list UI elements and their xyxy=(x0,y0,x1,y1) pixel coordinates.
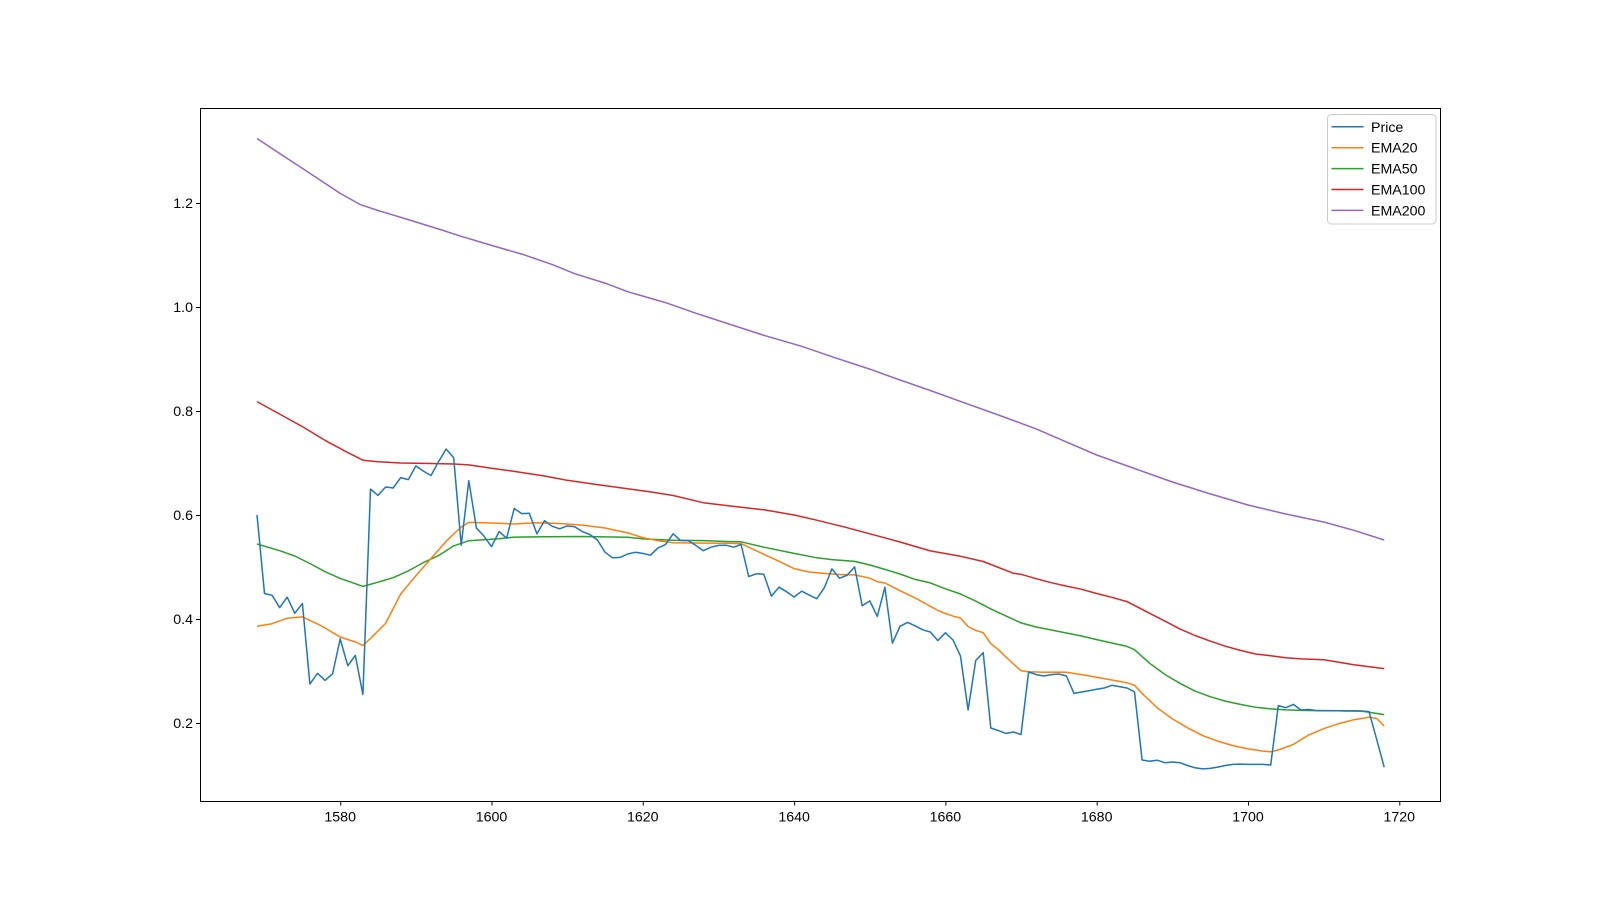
svg-text:EMA200: EMA200 xyxy=(1371,203,1426,219)
svg-text:0.8: 0.8 xyxy=(173,404,193,420)
svg-text:1640: 1640 xyxy=(778,810,810,826)
svg-text:1580: 1580 xyxy=(324,810,356,826)
svg-text:EMA20: EMA20 xyxy=(1371,141,1418,157)
svg-text:Price: Price xyxy=(1371,120,1403,136)
svg-text:1.0: 1.0 xyxy=(173,300,193,316)
svg-text:EMA100: EMA100 xyxy=(1371,183,1426,199)
svg-text:1660: 1660 xyxy=(930,810,962,826)
svg-text:1620: 1620 xyxy=(627,810,659,826)
svg-text:1700: 1700 xyxy=(1232,810,1264,826)
svg-text:1720: 1720 xyxy=(1384,810,1416,826)
svg-text:0.2: 0.2 xyxy=(173,716,193,732)
svg-text:1600: 1600 xyxy=(476,810,508,826)
svg-text:1.2: 1.2 xyxy=(173,196,193,212)
svg-text:0.6: 0.6 xyxy=(173,508,193,524)
svg-text:EMA50: EMA50 xyxy=(1371,162,1418,178)
svg-text:1680: 1680 xyxy=(1081,810,1113,826)
svg-text:0.4: 0.4 xyxy=(173,612,193,628)
